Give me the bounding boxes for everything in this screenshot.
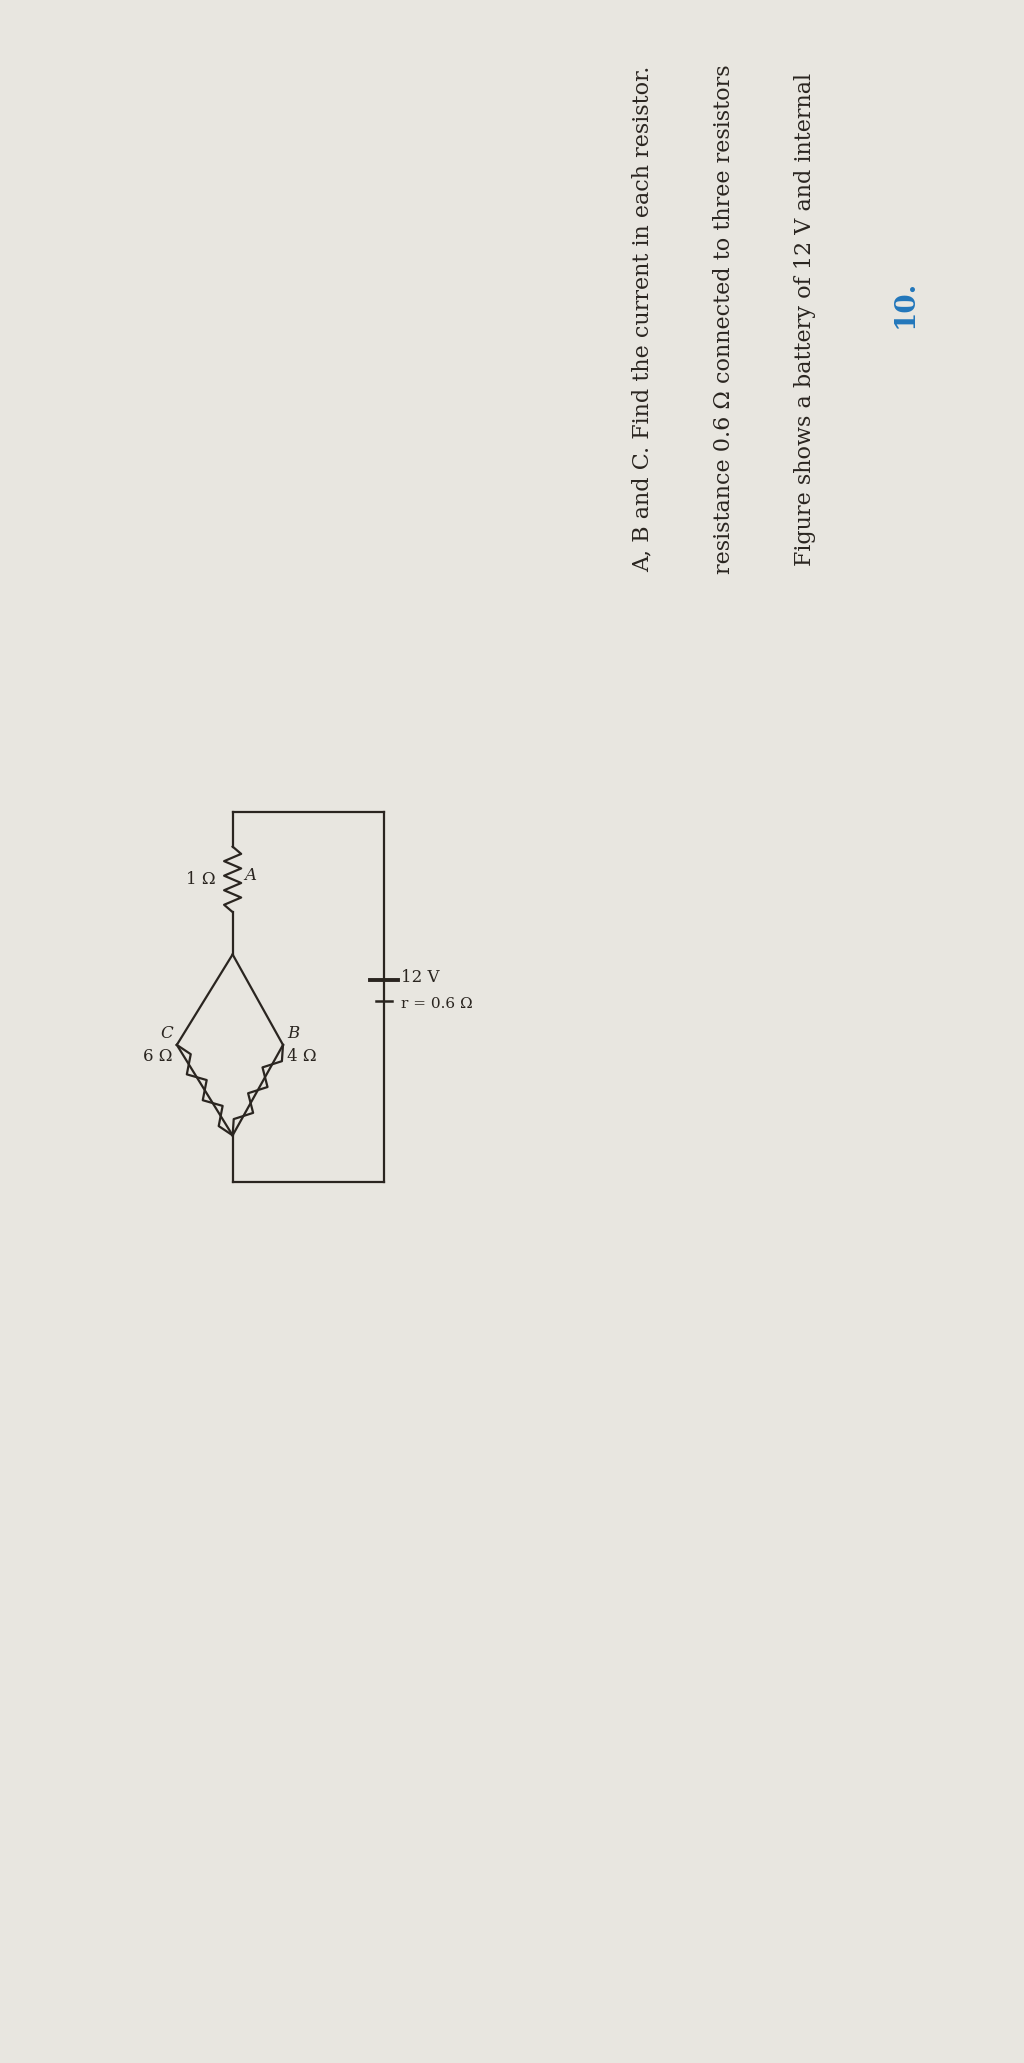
Text: A, B and C. Find the current in each resistor.: A, B and C. Find the current in each res… <box>632 66 653 571</box>
Text: r = 0.6 Ω: r = 0.6 Ω <box>400 998 472 1011</box>
Text: 4 Ω: 4 Ω <box>287 1048 316 1065</box>
Text: resistance 0.6 Ω connected to three resistors: resistance 0.6 Ω connected to three resi… <box>713 64 735 574</box>
Text: C: C <box>160 1025 173 1042</box>
Text: 1 Ω: 1 Ω <box>186 871 216 887</box>
Text: A: A <box>245 866 256 883</box>
Text: 6 Ω: 6 Ω <box>143 1048 173 1065</box>
Text: B: B <box>287 1025 299 1042</box>
Text: Figure shows a battery of 12 V and internal: Figure shows a battery of 12 V and inter… <box>795 72 816 565</box>
Text: 10.: 10. <box>891 281 919 328</box>
Text: 12 V: 12 V <box>400 970 439 986</box>
